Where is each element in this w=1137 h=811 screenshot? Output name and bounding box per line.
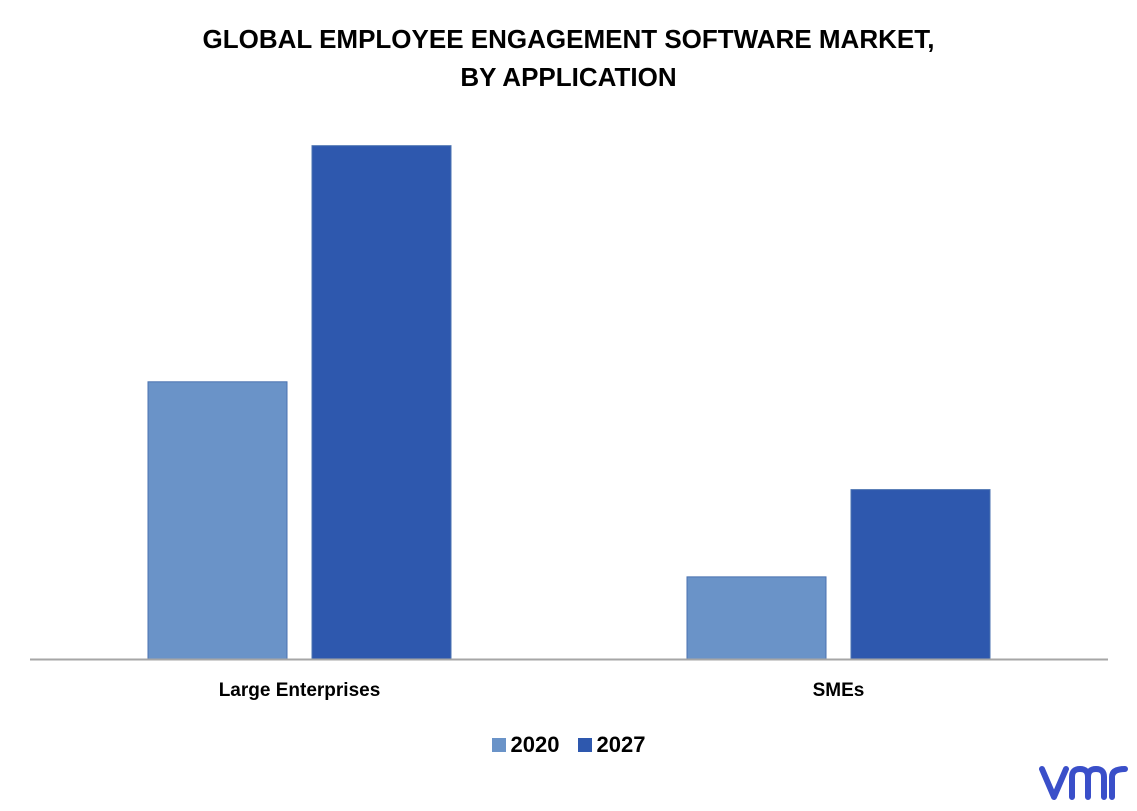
vmr-logo-m [1069, 766, 1107, 800]
vmr-logo-icon [1039, 766, 1128, 800]
bar-2020-large-enterprises [147, 381, 288, 660]
bar-2020-smes [686, 576, 827, 660]
legend-swatch-2027 [577, 738, 592, 752]
chart-title: GLOBAL EMPLOYEE ENGAGEMENT SOFTWARE MARK… [0, 20, 1137, 96]
legend-label-2027: 2027 [596, 732, 646, 757]
vmr-logo-v [1039, 766, 1069, 800]
x-tick-label-large-enterprises: Large Enterprises [219, 680, 381, 701]
chart-title-line-1: GLOBAL EMPLOYEE ENGAGEMENT SOFTWARE MARK… [202, 24, 935, 54]
legend-item-2027: 2027 [577, 732, 646, 758]
bar-2027-smes [850, 489, 991, 660]
vmr-logo-r [1109, 766, 1128, 800]
legend: 2020 2027 [0, 732, 1137, 758]
legend-item-2020: 2020 [491, 732, 560, 758]
legend-swatch-2020 [491, 738, 506, 752]
legend-label-2020: 2020 [510, 732, 560, 757]
x-tick-label-smes: SMEs [813, 680, 865, 701]
bar-2027-large-enterprises [311, 145, 452, 660]
chart-title-line-2: BY APPLICATION [460, 62, 677, 92]
